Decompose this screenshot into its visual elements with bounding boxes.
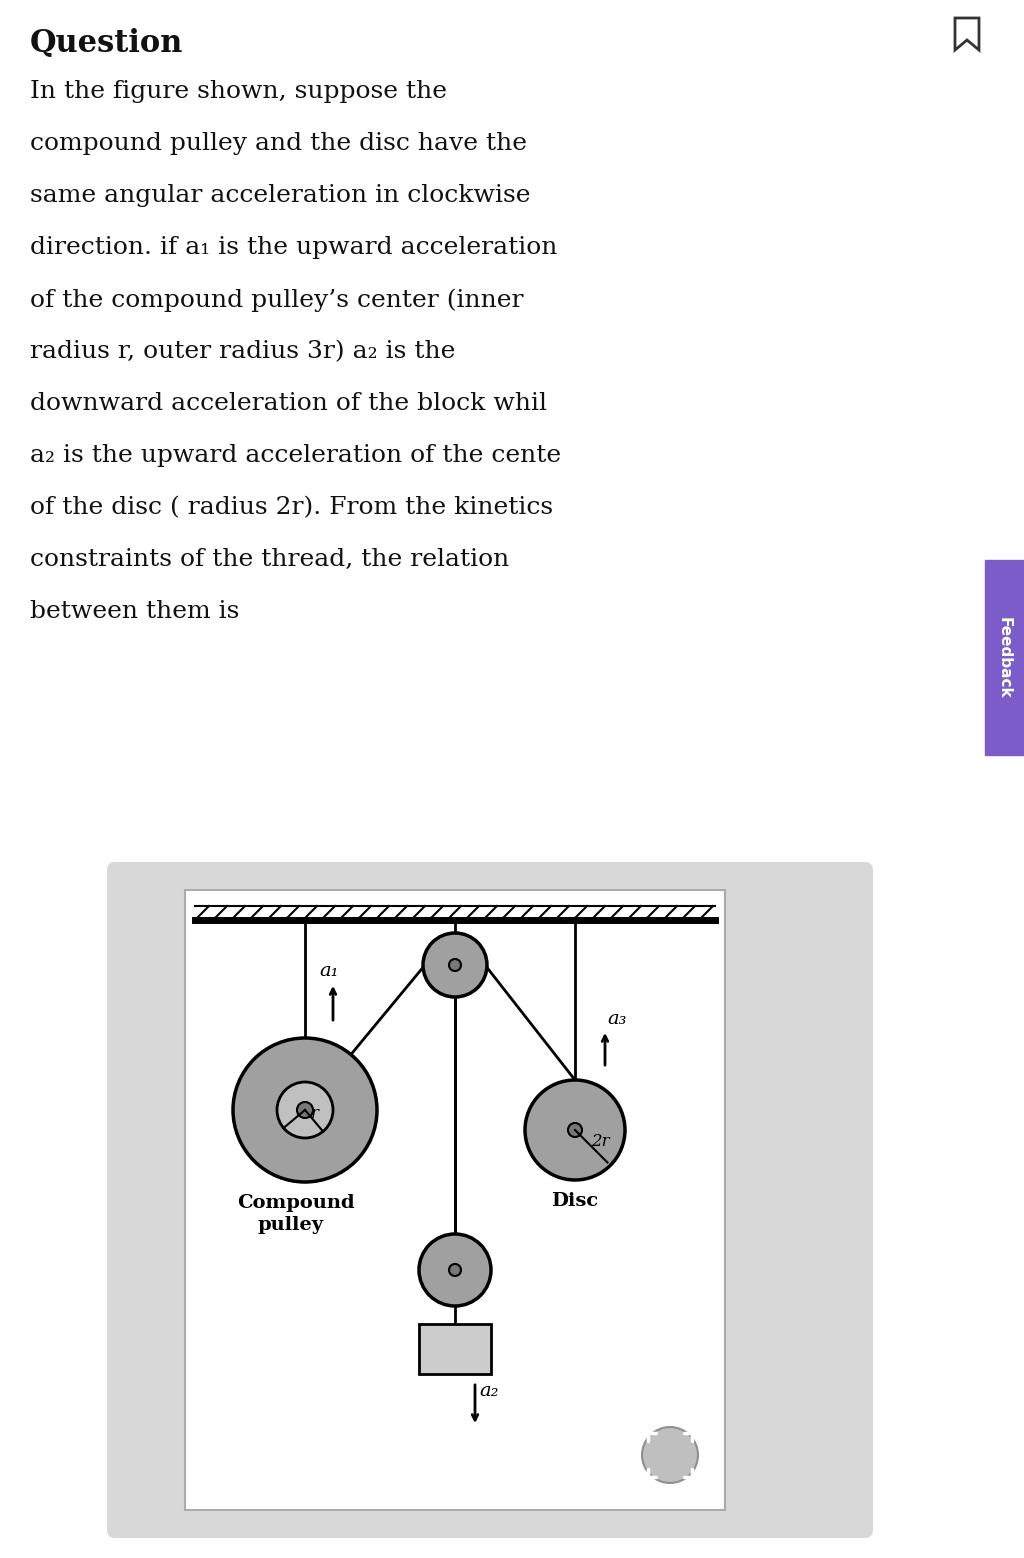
Circle shape	[449, 1264, 461, 1276]
Text: radius r, outer radius 3r) a₂ is the: radius r, outer radius 3r) a₂ is the	[30, 340, 456, 363]
Circle shape	[278, 1081, 333, 1137]
Text: a₂ is the upward acceleration of the cente: a₂ is the upward acceleration of the cen…	[30, 444, 561, 467]
Circle shape	[233, 1038, 377, 1183]
Circle shape	[423, 933, 487, 997]
Text: r: r	[311, 1105, 319, 1122]
Text: constraints of the thread, the relation: constraints of the thread, the relation	[30, 548, 509, 570]
Text: pulley: pulley	[257, 1215, 324, 1234]
Circle shape	[297, 1102, 313, 1119]
Circle shape	[642, 1427, 698, 1483]
Text: a₂: a₂	[479, 1382, 499, 1401]
Text: of the compound pulley’s center (inner: of the compound pulley’s center (inner	[30, 288, 523, 312]
Text: downward acceleration of the block whil: downward acceleration of the block whil	[30, 393, 547, 414]
Bar	[419, 1324, 490, 1374]
Bar	[185, 890, 725, 1510]
Circle shape	[449, 960, 461, 971]
Text: Disc: Disc	[551, 1192, 599, 1211]
Text: Feedback: Feedback	[997, 617, 1012, 698]
Circle shape	[568, 1123, 582, 1137]
Text: direction. if a₁ is the upward acceleration: direction. if a₁ is the upward accelerat…	[30, 235, 557, 259]
FancyBboxPatch shape	[106, 862, 873, 1538]
Bar	[985, 559, 1024, 756]
Circle shape	[525, 1080, 625, 1179]
Text: compound pulley and the disc have the: compound pulley and the disc have the	[30, 132, 527, 154]
Text: 2r: 2r	[591, 1133, 609, 1150]
Text: Compound: Compound	[237, 1193, 354, 1212]
Text: Question: Question	[30, 28, 183, 59]
Text: a₃: a₃	[607, 1010, 627, 1028]
Text: same angular acceleration in clockwise: same angular acceleration in clockwise	[30, 184, 530, 207]
Circle shape	[419, 1234, 490, 1306]
Text: of the disc ( radius 2r). From the kinetics: of the disc ( radius 2r). From the kinet…	[30, 495, 553, 519]
Text: a₁: a₁	[319, 961, 339, 980]
Text: between them is: between them is	[30, 600, 240, 623]
Text: In the figure shown, suppose the: In the figure shown, suppose the	[30, 79, 447, 103]
